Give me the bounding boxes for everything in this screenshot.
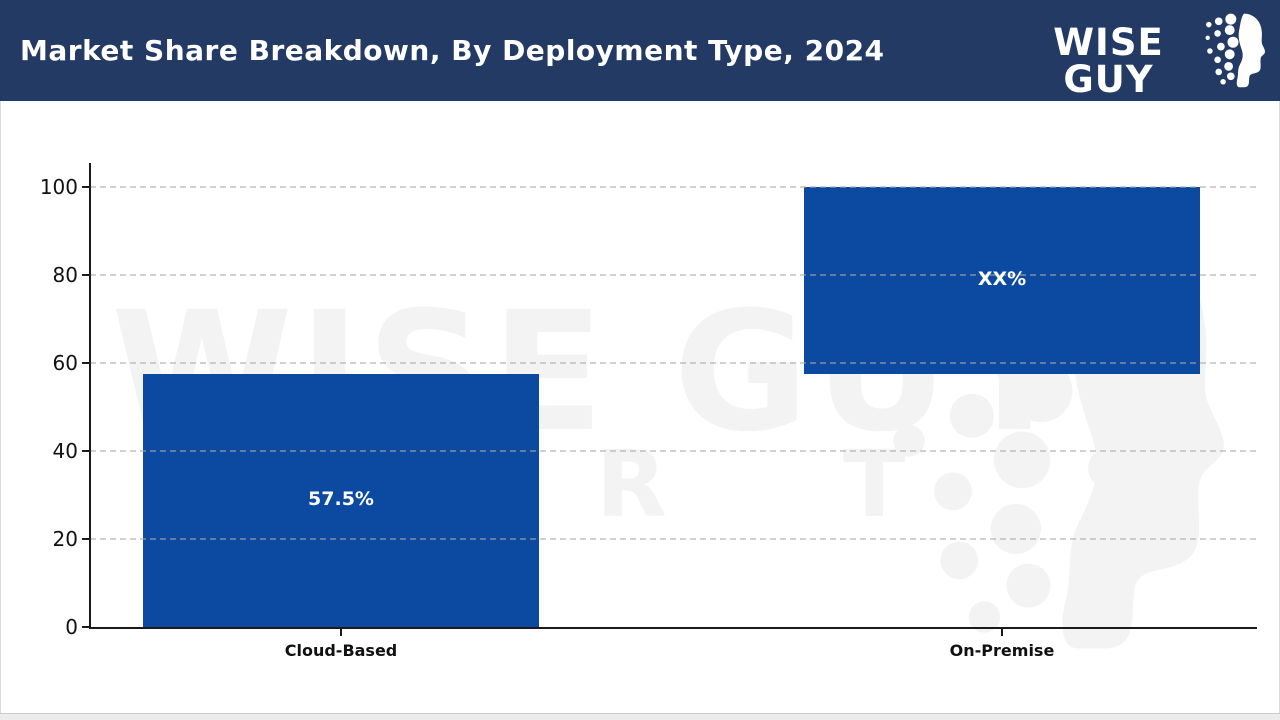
x-tick-label: On-Premise bbox=[949, 641, 1055, 660]
bottom-border bbox=[0, 713, 1280, 714]
y-tick-mark bbox=[82, 186, 89, 189]
header-bar: Market Share Breakdown, By Deployment Ty… bbox=[0, 0, 1280, 115]
y-tick-mark bbox=[82, 274, 89, 277]
logo-wordmark: WISE GUY bbox=[1053, 21, 1164, 101]
y-tick-label: 100 bbox=[39, 175, 78, 200]
bar-value-label: XX% bbox=[977, 267, 1027, 290]
wise-guy-reports-logo: WISE GUY REPORTS bbox=[1016, 8, 1266, 115]
x-tick-mark bbox=[1001, 629, 1003, 636]
y-tick-mark bbox=[82, 450, 89, 453]
bottom-strip bbox=[0, 714, 1280, 720]
y-tick-mark bbox=[82, 362, 89, 365]
y-axis-line bbox=[88, 163, 91, 629]
y-tick-label: 80 bbox=[52, 263, 78, 288]
y-tick-mark bbox=[82, 626, 89, 628]
y-tick-label: 60 bbox=[52, 351, 78, 376]
page-title: Market Share Breakdown, By Deployment Ty… bbox=[20, 34, 885, 67]
grid-line bbox=[90, 274, 1256, 277]
x-axis-line bbox=[88, 627, 1257, 629]
watermark-tagline: R T S bbox=[596, 431, 1220, 538]
y-tick-label: 40 bbox=[52, 439, 78, 464]
x-tick-mark bbox=[340, 629, 342, 636]
y-tick-label: 0 bbox=[65, 615, 78, 639]
x-tick-label: Cloud-Based bbox=[284, 641, 398, 660]
grid-line bbox=[90, 538, 1256, 541]
y-tick-label: 20 bbox=[52, 527, 78, 552]
chart-area: WISE GUY R T S 0 20 40 60 80 100 57.5% Cloud-Ba… bbox=[0, 101, 1280, 713]
bar-on-premise bbox=[804, 187, 1200, 375]
grid-line bbox=[90, 450, 1256, 453]
bar-value-label: 57.5% bbox=[308, 487, 374, 510]
grid-line bbox=[90, 186, 1256, 189]
grid-line bbox=[90, 362, 1256, 365]
logo-face-icon bbox=[1205, 13, 1265, 88]
y-tick-mark bbox=[82, 538, 89, 541]
bar-cloud-based bbox=[143, 374, 539, 627]
